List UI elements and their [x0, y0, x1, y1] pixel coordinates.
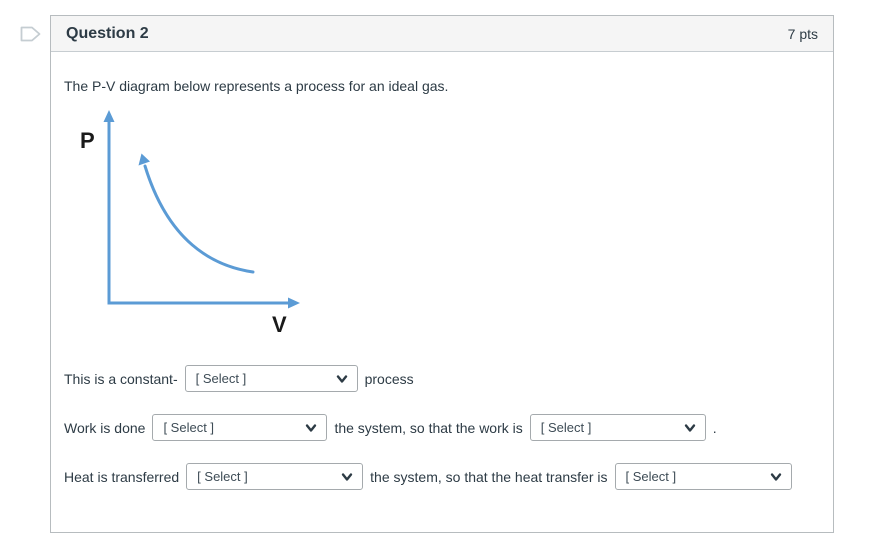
question-header: Question 2 7 pts — [51, 16, 833, 52]
row1-prefix-text: This is a constant- — [64, 370, 178, 387]
x-axis-arrowhead — [288, 297, 300, 309]
row2-middle-text: the system, so that the work is — [334, 419, 523, 436]
y-axis-label: P — [80, 128, 95, 153]
row3-middle-text: the system, so that the heat transfer is — [370, 468, 608, 485]
row1-suffix-text: process — [364, 370, 414, 387]
answer-row-constant: This is a constant- [ Select ] process — [64, 365, 818, 392]
question-body: The P-V diagram below represents a proce… — [51, 52, 833, 532]
work-direction-select-value: [ Select ] — [163, 420, 215, 435]
chevron-down-icon — [684, 423, 695, 432]
question-card: Question 2 7 pts The P-V diagram below r… — [50, 15, 834, 533]
work-direction-select[interactable]: [ Select ] — [152, 414, 328, 441]
answer-row-work: Work is done [ Select ] the system, so t… — [64, 414, 818, 441]
x-axis-label: V — [272, 312, 287, 337]
heat-direction-select-value: [ Select ] — [197, 469, 248, 484]
row2-prefix-text: Work is done — [64, 419, 146, 436]
constant-type-select-value: [ Select ] — [195, 371, 247, 386]
answer-row-heat: Heat is transferred [ Select ] the syste… — [64, 463, 818, 490]
isotherm-curve — [143, 164, 255, 274]
bookmark-question-icon[interactable] — [20, 25, 42, 43]
row3-prefix-text: Heat is transferred — [64, 468, 180, 485]
question-points: 7 pts — [787, 25, 818, 42]
work-sign-select-value: [ Select ] — [540, 420, 592, 435]
question-prompt: The P-V diagram below represents a proce… — [64, 78, 449, 94]
row2-suffix-text: . — [712, 419, 717, 436]
curve-arrowhead — [138, 153, 150, 166]
constant-type-select[interactable]: [ Select ] — [184, 365, 358, 392]
chevron-down-icon — [770, 472, 781, 481]
chevron-down-icon — [336, 374, 347, 383]
heat-sign-select[interactable]: [ Select ] — [614, 463, 792, 490]
work-sign-select[interactable]: [ Select ] — [529, 414, 706, 441]
y-axis-arrowhead — [103, 110, 115, 122]
chevron-down-icon — [341, 472, 353, 481]
heat-direction-select[interactable]: [ Select ] — [186, 463, 364, 490]
question-title: Question 2 — [66, 24, 149, 42]
pv-diagram: P V — [80, 110, 300, 337]
heat-sign-select-value: [ Select ] — [625, 469, 677, 484]
chevron-down-icon — [306, 423, 317, 432]
